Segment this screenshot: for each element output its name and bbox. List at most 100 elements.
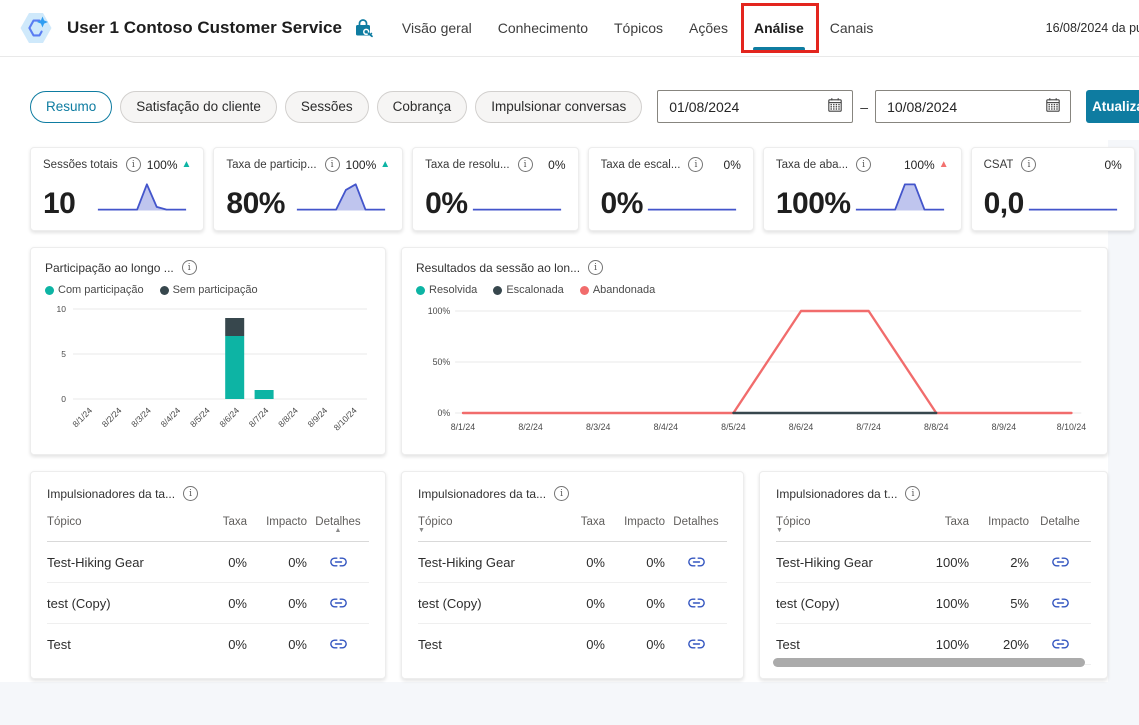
date-from-input[interactable]: 01/08/2024: [657, 90, 854, 123]
column-header-detalhe[interactable]: Detalhe: [1029, 516, 1091, 528]
refresh-button[interactable]: Atualizar: [1086, 90, 1139, 123]
column-header-impacto[interactable]: Impacto: [969, 516, 1029, 528]
kpi-trend: 100% ▲: [141, 158, 192, 172]
calendar-icon[interactable]: [1045, 97, 1061, 116]
svg-text:8/4/24: 8/4/24: [654, 422, 679, 432]
column-header-detalhes[interactable]: Detalhes: [665, 516, 727, 528]
nav-tabs: Visão geral Conhecimento Tópicos Ações Análi…: [389, 0, 886, 56]
details-link-icon[interactable]: [307, 597, 369, 609]
column-header-impacto[interactable]: Impacto: [247, 516, 307, 528]
drivers-tables-row: Impulsionadores da ta... i Tópico Taxa Impac…: [0, 455, 1139, 679]
column-header-taxa[interactable]: Taxa: [197, 516, 247, 528]
pill-sessoes[interactable]: Sessões: [284, 90, 369, 123]
svg-text:10: 10: [57, 304, 67, 314]
page-title: User 1 Contoso Customer Service: [67, 18, 342, 37]
info-icon[interactable]: i: [905, 486, 921, 501]
svg-text:8/7/24: 8/7/24: [856, 422, 881, 432]
column-header-topico[interactable]: Tópico: [47, 516, 197, 528]
tab-acoes[interactable]: Ações: [676, 0, 741, 56]
kpi-title: Taxa de escal...: [600, 158, 681, 171]
date-to-input[interactable]: 10/08/2024: [875, 90, 1072, 123]
details-link-icon[interactable]: [307, 638, 369, 650]
info-icon[interactable]: i: [517, 157, 533, 172]
info-icon[interactable]: i: [554, 486, 570, 501]
rate-cell: 0%: [586, 595, 605, 611]
date-to-value: 10/08/2024: [887, 98, 958, 115]
pill-cobranca[interactable]: Cobrança: [376, 90, 468, 123]
details-link-icon[interactable]: [665, 556, 727, 568]
info-icon[interactable]: i: [688, 157, 704, 172]
kpi-sparkline: [1028, 208, 1117, 211]
info-icon[interactable]: i: [324, 157, 340, 172]
svg-text:50%: 50%: [433, 357, 451, 367]
info-icon[interactable]: i: [181, 260, 197, 275]
svg-text:8/2/24: 8/2/24: [100, 405, 124, 429]
details-link-icon[interactable]: [665, 638, 727, 650]
bar-chart-legend: Com participação Sem participação: [45, 284, 371, 296]
info-icon[interactable]: i: [125, 157, 141, 172]
horizontal-scrollbar[interactable]: [773, 658, 1085, 667]
legend-label: Sem participação: [172, 284, 258, 296]
line-chart-legend: Resolvida Escalonada Abandonada: [416, 284, 1093, 296]
tab-topicos[interactable]: Tópicos: [601, 0, 676, 56]
column-header-detalhes[interactable]: Detalhes ▲: [307, 516, 369, 534]
kpi-body: 0%: [425, 175, 565, 219]
drivers-table-card: Impulsionadores da ta... i Tópico ▼ Taxa Impa…: [401, 471, 744, 679]
tab-canais[interactable]: Canais: [817, 0, 887, 56]
kpi-value: 80%: [226, 186, 285, 220]
svg-text:8/9/24: 8/9/24: [992, 422, 1017, 432]
kpi-title: Sessões totais: [43, 158, 118, 171]
kpi-header: Sessões totais i 100% ▲: [43, 157, 191, 172]
pill-resumo[interactable]: Resumo: [30, 90, 113, 123]
legend-label: Com participação: [58, 284, 144, 296]
info-icon[interactable]: i: [183, 486, 199, 501]
details-link-icon[interactable]: [307, 556, 369, 568]
column-header-topico[interactable]: Tópico ▼: [776, 516, 919, 534]
svg-text:8/4/24: 8/4/24: [159, 405, 183, 429]
column-header-impacto[interactable]: Impacto: [605, 516, 665, 528]
table-row: Test-Hiking Gear 0% 0%: [47, 542, 369, 583]
kpi-trend-value: 100%: [146, 157, 178, 172]
details-link-icon[interactable]: [665, 597, 727, 609]
column-header-taxa[interactable]: Taxa: [555, 516, 605, 528]
background-strip-bottom: [0, 682, 1139, 725]
details-link-icon[interactable]: [1029, 556, 1091, 568]
session-outcomes-line-chart: 0% 50% 100% 8/1/24 8/2/24 8/3/24 8/4/24 8/5/24 8…: [428, 306, 1086, 432]
tab-visao-geral[interactable]: Visão geral: [389, 0, 485, 56]
tab-conhecimento[interactable]: Conhecimento: [485, 0, 601, 56]
svg-text:8/3/24: 8/3/24: [129, 405, 153, 429]
info-icon[interactable]: i: [1021, 157, 1037, 172]
details-link-icon[interactable]: [1029, 597, 1091, 609]
calendar-icon[interactable]: [827, 97, 843, 116]
table-row: test (Copy) 0% 0%: [418, 583, 727, 624]
svg-text:100%: 100%: [428, 306, 451, 316]
svg-text:8/10/24: 8/10/24: [1057, 422, 1086, 432]
table-header: Tópico ▼ Taxa Impacto Detalhes: [418, 516, 727, 542]
pill-satisfacao-do-cliente[interactable]: Satisfação do cliente: [120, 90, 277, 123]
kpi-header: Taxa de particip... i 100% ▲: [226, 157, 390, 172]
table-row: Test-Hiking Gear 0% 0%: [418, 542, 727, 583]
topic-cell: Test-Hiking Gear: [776, 554, 873, 570]
svg-text:0: 0: [61, 394, 66, 404]
pill-impulsionar-conversas[interactable]: Impulsionar conversas: [475, 90, 643, 123]
info-icon[interactable]: i: [588, 260, 604, 275]
column-label: Tópico: [418, 516, 453, 528]
column-label: Tópico: [47, 516, 82, 528]
details-link-icon[interactable]: [1029, 638, 1091, 650]
column-header-topico[interactable]: Tópico ▼: [418, 516, 555, 534]
drivers-table-card: Impulsionadores da ta... i Tópico Taxa Impac…: [30, 471, 386, 679]
kpi-title: CSAT: [983, 158, 1014, 171]
column-header-taxa[interactable]: Taxa: [919, 516, 969, 528]
kpi-value: 0%: [600, 186, 644, 220]
legend-dot: [579, 285, 589, 295]
svg-text:8/5/24: 8/5/24: [188, 405, 212, 429]
legend-dot: [45, 285, 54, 295]
rate-cell: 100%: [935, 636, 969, 652]
tab-analise[interactable]: Análise: [740, 0, 819, 56]
trend-up-icon: ▲: [181, 158, 192, 170]
column-label: Impacto: [266, 516, 307, 528]
svg-text:8/8/24: 8/8/24: [276, 405, 300, 429]
table-row: Test 0% 0%: [47, 624, 369, 664]
info-icon[interactable]: i: [856, 157, 872, 172]
